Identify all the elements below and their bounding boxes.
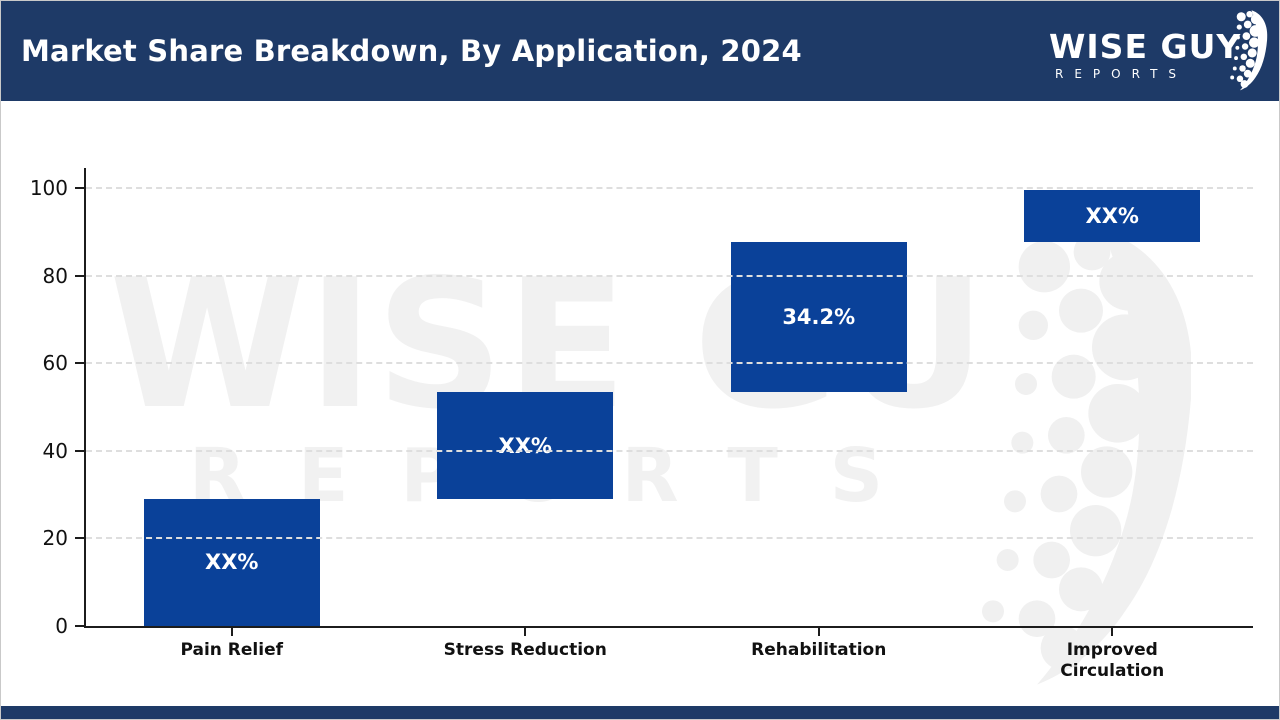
y-axis-tick-label: 0 (55, 614, 68, 638)
watermark-head-icon (982, 230, 1191, 685)
bar-value-label: XX% (1085, 204, 1139, 229)
bar-value-label: XX% (205, 550, 259, 575)
bar-segment: XX% (437, 392, 614, 499)
chart-title: Market Share Breakdown, By Application, … (21, 34, 802, 68)
x-axis-tick (1111, 628, 1114, 636)
y-axis-tick-label: 60 (42, 351, 68, 376)
y-axis-tick (75, 362, 84, 365)
bar-value-label: 34.2% (782, 305, 856, 330)
x-axis-category-label: Rehabilitation (751, 640, 887, 660)
y-axis-line (84, 168, 86, 628)
gridline (86, 187, 1253, 189)
x-axis-tick (817, 628, 820, 636)
y-axis-tick (75, 625, 84, 627)
bar-segment: 34.2% (730, 242, 907, 393)
bar-value-label: XX% (498, 433, 552, 458)
x-axis-category-label: Pain Relief (180, 640, 284, 660)
x-axis-tick (524, 628, 527, 636)
y-axis-tick-label: 20 (42, 526, 68, 551)
y-axis-tick-label: 40 (42, 438, 68, 463)
y-axis-tick-label: 80 (42, 263, 68, 288)
x-axis-tick (230, 628, 233, 636)
x-axis-line (84, 626, 1253, 628)
logo-head-icon (1230, 10, 1268, 91)
logo-reports-text: REPORTS (1055, 67, 1188, 81)
y-axis-tick-label: 100 (29, 176, 68, 200)
y-axis-tick (75, 274, 84, 277)
bar-segment: XX% (143, 498, 320, 626)
footer-bar (1, 706, 1279, 719)
x-axis-category-label: Improved Circulation (1060, 640, 1165, 681)
logo-wordmark: WISE GUY (1049, 27, 1242, 66)
y-axis-tick (75, 537, 84, 540)
wiseguy-logo: WISE GUY REPORTS (1013, 9, 1268, 93)
y-axis-tick (75, 449, 84, 452)
y-axis-tick (75, 187, 84, 189)
bar-segment: XX% (1024, 190, 1201, 243)
gridline (86, 274, 1253, 277)
gridline (86, 449, 1253, 452)
header-bar: Market Share Breakdown, By Application, … (1, 1, 1279, 101)
gridline (86, 362, 1253, 365)
gridline (86, 537, 1253, 540)
x-axis-category-label: Stress Reduction (443, 640, 607, 660)
